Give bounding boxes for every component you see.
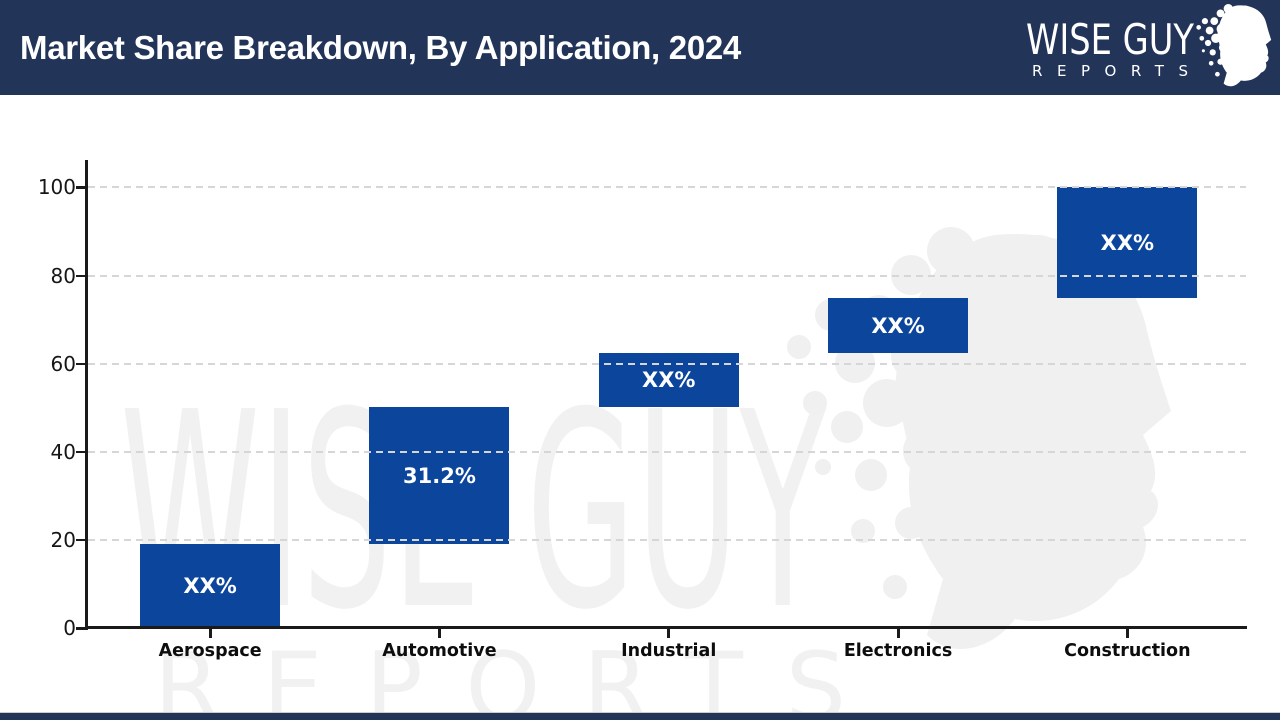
gridline-y40: [88, 450, 1246, 453]
bar-construction: [1057, 187, 1198, 298]
bar-electronics: [828, 297, 969, 354]
x-axis-tick: [667, 629, 671, 638]
bar-automotive: [369, 406, 510, 545]
y-axis-tick: [76, 538, 85, 542]
x-axis-category-label: Aerospace: [158, 641, 262, 661]
brand-face-icon: [1196, 3, 1272, 86]
x-axis-category-label: Electronics: [843, 641, 953, 661]
footer-bar: [0, 712, 1280, 720]
x-axis-tick: [1125, 629, 1129, 638]
gridline-y100: [88, 186, 1246, 189]
y-axis-tick-label: 100: [37, 175, 76, 200]
bar-value-label: XX%: [871, 313, 925, 338]
bar-aerospace: [140, 544, 281, 628]
x-axis-tick: [896, 629, 900, 638]
bar-value-label: 31.2%: [403, 463, 476, 488]
bar-value-label: XX%: [183, 574, 237, 599]
y-axis-tick: [76, 186, 85, 189]
bar-value-label: XX%: [1100, 230, 1155, 255]
header: Market Share Breakdown, By Application, …: [0, 0, 1280, 95]
y-axis-tick: [76, 274, 85, 278]
page-title: Market Share Breakdown, By Application, …: [20, 28, 741, 66]
bar-industrial: [598, 353, 739, 407]
plot-area: WISE GUY REPORTS XX% 31.2% XX% XX% XX% 0 20 40…: [0, 95, 1280, 720]
x-axis-category-label: Construction: [1064, 641, 1191, 661]
bar-value-label: XX%: [642, 367, 696, 392]
x-axis-tick: [437, 629, 441, 638]
y-axis-tick-label: 60: [50, 351, 76, 376]
y-axis-tick-label: 40: [50, 439, 76, 464]
y-axis-tick-label: 20: [50, 527, 76, 552]
brand-subtitle: REPORTS: [1032, 62, 1188, 80]
y-axis-tick: [76, 362, 85, 366]
y-axis-line: [85, 160, 88, 630]
y-axis-tick: [76, 450, 85, 454]
x-axis-category-label: Automotive: [382, 641, 497, 661]
y-axis-tick-label: 80: [50, 263, 76, 288]
x-axis-line: [85, 626, 1247, 629]
brand-name: WISE GUY: [1026, 15, 1194, 64]
gridline-y20: [88, 538, 1246, 541]
y-axis-tick-label: 0: [63, 616, 76, 640]
brand-logo: WISE GUY REPORTS: [1022, 2, 1272, 94]
y-axis-tick: [76, 627, 85, 630]
gridline-y60: [88, 362, 1246, 365]
x-axis-tick: [208, 629, 212, 638]
gridline-y80: [88, 274, 1246, 277]
x-axis-category-label: Industrial: [621, 641, 717, 661]
